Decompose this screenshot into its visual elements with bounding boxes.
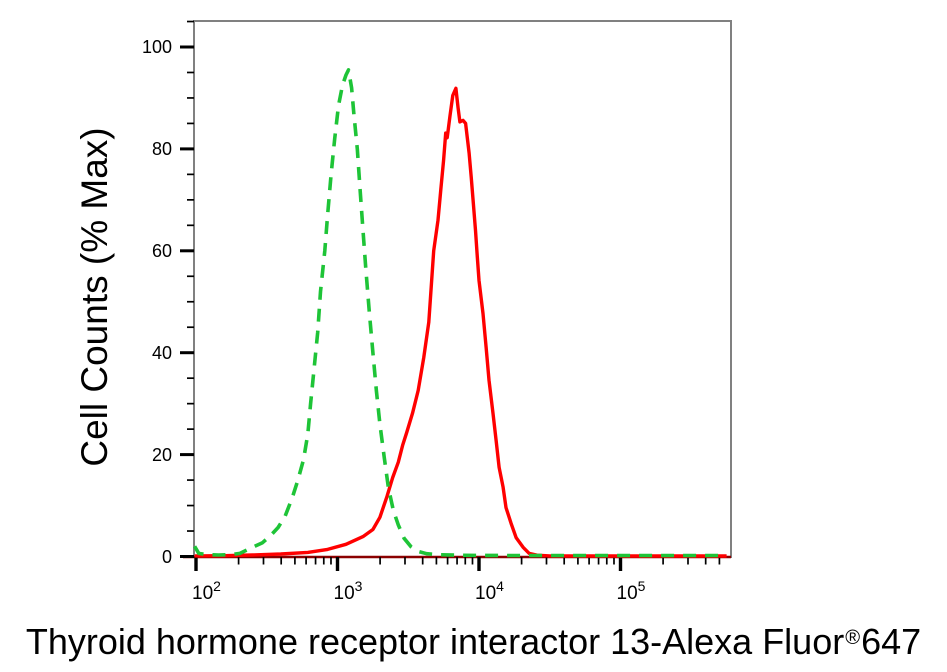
x-tick-base: 10 [333,583,355,604]
x-tick-label: 103 [333,578,363,604]
x-tick-exponent: 3 [354,578,363,594]
x-axis-title-suffix: 647 [861,621,922,662]
x-tick-base: 10 [475,583,497,604]
y-tick-label: 100 [141,37,172,57]
series-red-solid [194,86,727,558]
y-tick-label: 20 [151,444,172,465]
series-green-dashed [193,68,727,558]
x-tick-base: 10 [616,583,638,604]
y-tick-label: 80 [151,138,172,159]
x-tick-label: 104 [475,578,504,604]
y-tick-label: 0 [161,546,172,567]
y-tick-label: 40 [151,342,172,363]
registered-trademark-icon: ® [845,626,861,649]
x-axis-title-text: Thyroid hormone receptor interactor 13-A… [25,621,845,662]
x-tick-exponent: 5 [637,578,646,594]
x-tick-exponent: 2 [213,578,221,594]
y-tick-label: 60 [151,240,172,261]
histogram-curves [193,68,727,558]
x-tick-label: 102 [192,578,221,604]
x-tick-base: 10 [192,583,214,604]
x-axis-title: Thyroid hormone receptor interactor 13-A… [0,621,947,663]
x-tick-label: 105 [616,578,646,604]
x-tick-exponent: 4 [496,578,504,594]
axis-ticks [180,20,721,571]
y-axis-title: Cell Counts (% Max) [74,127,115,467]
